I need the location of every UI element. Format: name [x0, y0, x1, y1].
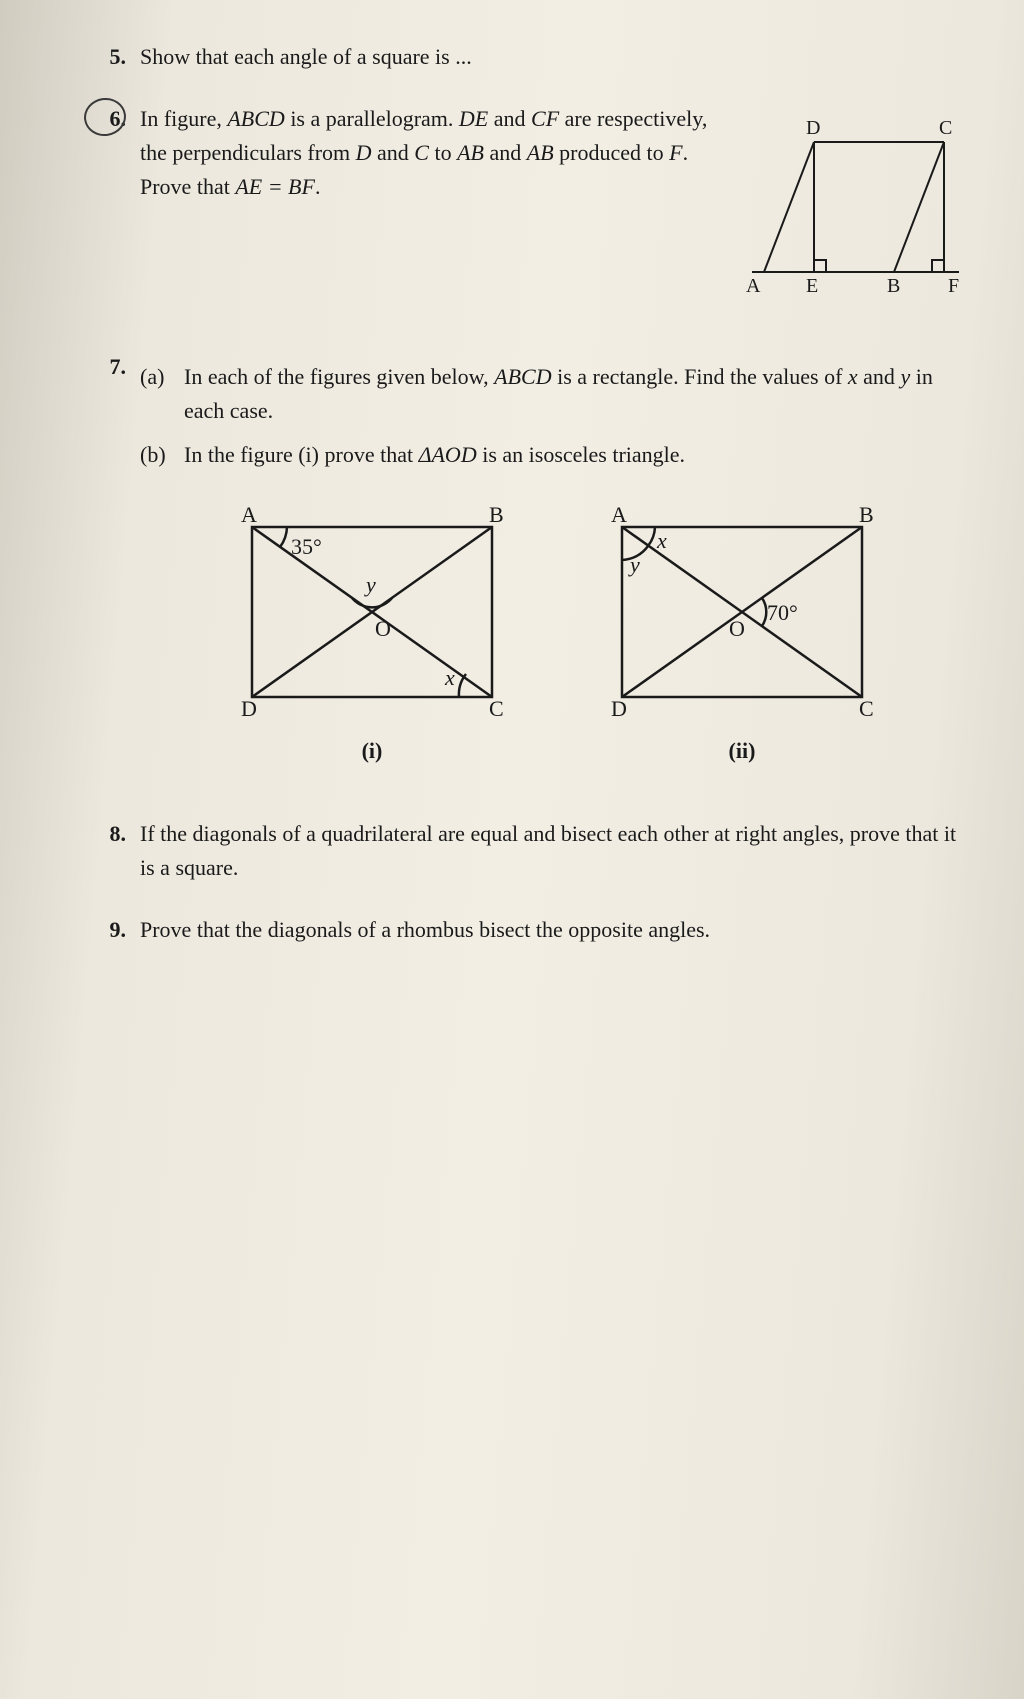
fig-ii-caption: (ii): [729, 734, 756, 768]
q6-t2: is a parallelogram.: [285, 106, 459, 131]
q6-number: 6.: [80, 102, 140, 322]
fig-i-caption: (i): [362, 734, 383, 768]
fig-i-label-c: C: [489, 696, 504, 721]
q7a-x: x: [848, 364, 858, 389]
q6-t5: and: [372, 140, 415, 165]
q9-text: Prove that the diagonals of a rhombus bi…: [140, 917, 710, 942]
q7a-y: y: [900, 364, 910, 389]
q8-text: If the diagonals of a quadrilateral are …: [140, 821, 956, 880]
q7a-t1: In each of the figures given below,: [184, 364, 494, 389]
fig-ii-label-y: y: [628, 552, 640, 577]
q7a-body: In each of the figures given below, ABCD…: [184, 360, 974, 428]
q8-number: 8.: [80, 817, 140, 885]
q7b-t2: is an isosceles triangle.: [477, 442, 685, 467]
q6-t8: produced to: [554, 140, 669, 165]
q6-abcd: ABCD: [227, 106, 284, 131]
q6-t3: and: [488, 106, 531, 131]
q7-figure-ii: A B C D O x y 70° (ii): [597, 502, 887, 768]
fig-ii-label-a: A: [611, 502, 627, 527]
q7-body: (a) In each of the figures given below, …: [140, 350, 974, 788]
fig-i-label-a: A: [241, 502, 257, 527]
fig-ii-angle-70: 70°: [767, 600, 798, 625]
fig-i-label-o: O: [375, 616, 391, 641]
q7-figure-i: A B C D O 35° y x (i): [227, 502, 517, 768]
question-8: 8. If the diagonals of a quadrilateral a…: [80, 817, 974, 885]
q6-t1: In figure,: [140, 106, 227, 131]
q7-number: 7.: [80, 350, 140, 788]
fig-ii-label-x: x: [656, 528, 667, 553]
q6-t6: to: [429, 140, 457, 165]
q6-f: F: [669, 140, 682, 165]
q7a-abcd: ABCD: [494, 364, 551, 389]
q7a-num: (a): [140, 360, 184, 428]
q7b: (b) In the figure (i) prove that ΔAOD is…: [140, 438, 974, 472]
question-9: 9. Prove that the diagonals of a rhombus…: [80, 913, 974, 947]
q6-t10: .: [315, 174, 321, 199]
q6-ab2: AB: [527, 140, 554, 165]
q6-fig-label-b: B: [887, 275, 900, 297]
fig-i-label-y: y: [364, 572, 376, 597]
q9-body: Prove that the diagonals of a rhombus bi…: [140, 913, 974, 947]
q6-figure: A E B F D C: [744, 102, 974, 312]
q7b-t1: In the figure (i) prove that: [184, 442, 419, 467]
q5-text: Show that each angle of a square is ...: [140, 44, 472, 69]
q6-c: C: [414, 140, 429, 165]
q7a: (a) In each of the figures given below, …: [140, 360, 974, 428]
q7b-tri: ΔAOD: [419, 442, 477, 467]
fig-i-angle-35: 35°: [291, 534, 322, 559]
q6-eq: AE = BF: [235, 174, 315, 199]
q6-d: D: [356, 140, 372, 165]
q6-de: DE: [459, 106, 488, 131]
q8-body: If the diagonals of a quadrilateral are …: [140, 817, 974, 885]
q7a-t2: is a rectangle. Find the values of: [552, 364, 848, 389]
q6-fig-label-a: A: [746, 275, 761, 297]
question-7: 7. (a) In each of the figures given belo…: [80, 350, 974, 788]
q7b-num: (b): [140, 438, 184, 472]
q6-fig-label-c: C: [939, 117, 952, 139]
fig-i-label-b: B: [489, 502, 504, 527]
fig-ii-label-c: C: [859, 696, 874, 721]
q5-number: 5.: [80, 40, 140, 74]
q6-fig-label-e: E: [806, 275, 818, 297]
fig-ii-label-o: O: [729, 616, 745, 641]
q6-t7: and: [484, 140, 527, 165]
q6-fig-label-f: F: [948, 275, 959, 297]
q6-cf: CF: [531, 106, 559, 131]
question-5: 5. Show that each angle of a square is .…: [80, 40, 974, 74]
q6-fig-label-d: D: [806, 117, 820, 139]
q5-body: Show that each angle of a square is ...: [140, 40, 974, 74]
q7a-t3: and: [858, 364, 901, 389]
q6-body: A E B F D C In figure, ABCD is a paralle…: [140, 102, 974, 322]
question-6: 6.: [80, 102, 974, 322]
fig-ii-label-b: B: [859, 502, 874, 527]
q7b-body: In the figure (i) prove that ΔAOD is an …: [184, 438, 974, 472]
fig-ii-label-d: D: [611, 696, 627, 721]
q6-ab: AB: [457, 140, 484, 165]
q9-number: 9.: [80, 913, 140, 947]
fig-i-label-d: D: [241, 696, 257, 721]
q7-figures-row: A B C D O 35° y x (i): [140, 502, 974, 768]
fig-i-label-x: x: [444, 665, 455, 690]
